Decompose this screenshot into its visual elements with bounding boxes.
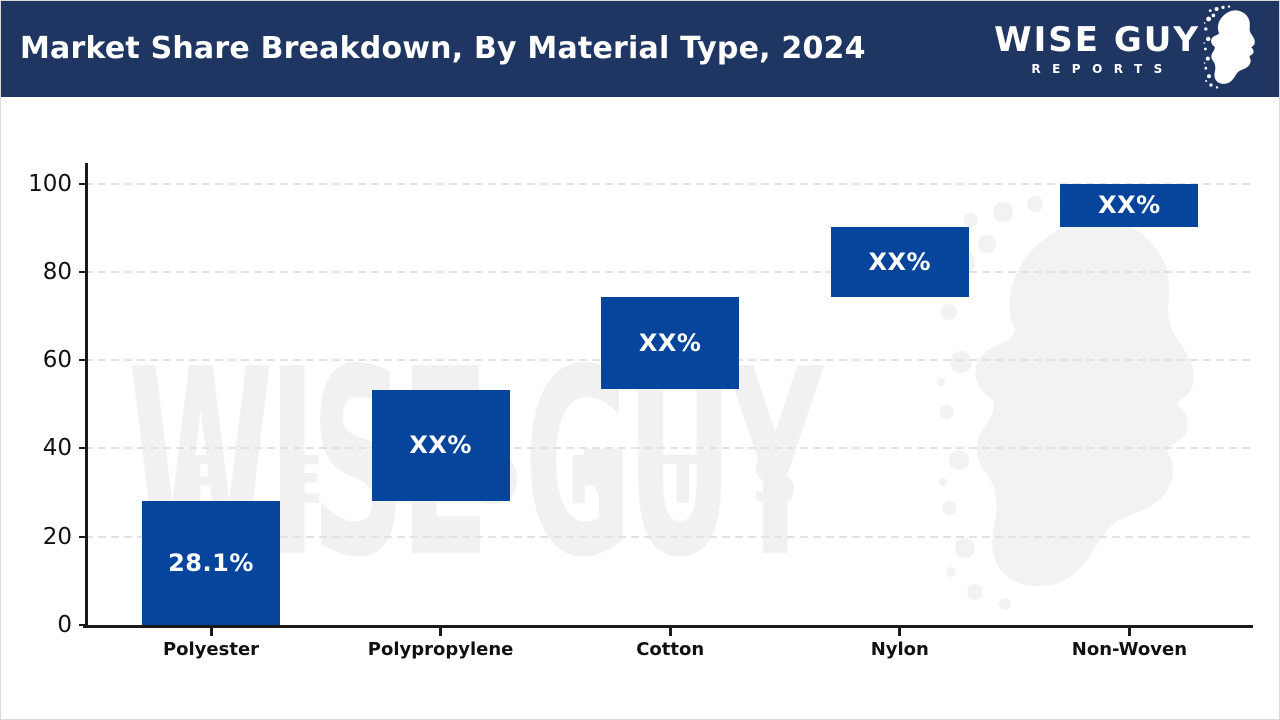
- gridline-20: [85, 535, 1253, 538]
- y-tick-label-0: 0: [57, 612, 72, 638]
- y-tick-label-80: 80: [42, 258, 72, 285]
- gridline-80: [85, 270, 1253, 273]
- y-tick-mark-20: [79, 535, 87, 538]
- x-category-label-cotton: Cotton: [636, 639, 705, 660]
- x-tick-mark-cotton: [668, 628, 672, 636]
- x-tick-mark-nylon: [898, 628, 902, 636]
- page-title: Market Share Breakdown, By Material Type…: [20, 31, 866, 66]
- bar-value-label-nylon: XX%: [868, 247, 932, 276]
- bar-value-label-polypropylene: XX%: [409, 431, 472, 460]
- y-tick-label-20: 20: [42, 523, 72, 550]
- y-tick-label-60: 60: [42, 347, 72, 374]
- y-tick-mark-100: [79, 182, 87, 185]
- bar-nylon: XX%: [830, 227, 969, 297]
- header-bar: Market Share Breakdown, By Material Type…: [0, 0, 1280, 97]
- x-category-label-non-woven: Non-Woven: [1071, 639, 1188, 660]
- y-tick-label-100: 100: [28, 170, 72, 197]
- x-tick-mark-polyester: [209, 628, 213, 636]
- x-tick-mark-non-woven: [1127, 628, 1131, 636]
- logo-brand-subtitle: REPORTS: [1031, 62, 1174, 76]
- bar-value-label-polyester: 28.1%: [168, 548, 254, 577]
- x-tick-mark-polypropylene: [439, 628, 443, 636]
- gridline-100: [85, 182, 1253, 185]
- bar-polypropylene: XX%: [371, 389, 510, 501]
- wiseguy-logo-text: WISE GUY REPORTS: [994, 23, 1200, 75]
- bar-non-woven: XX%: [1060, 183, 1199, 228]
- x-category-label-polypropylene: Polypropylene: [367, 639, 514, 660]
- wiseguy-logo: WISE GUY REPORTS: [994, 4, 1264, 94]
- logo-brand-name: WISE GUY: [994, 20, 1200, 60]
- bar-value-label-cotton: XX%: [638, 329, 702, 358]
- bar-polyester: 28.1%: [142, 500, 280, 625]
- wiseguy-face-logo-icon: [1202, 5, 1264, 93]
- y-tick-mark-60: [79, 359, 87, 362]
- y-tick-label-40: 40: [42, 435, 72, 462]
- gridline-40: [85, 447, 1253, 450]
- x-category-label-polyester: Polyester: [162, 639, 260, 660]
- x-category-label-nylon: Nylon: [870, 639, 929, 660]
- y-tick-mark-40: [79, 447, 87, 450]
- y-tick-mark-80: [79, 270, 87, 273]
- bar-value-label-non-woven: XX%: [1098, 191, 1161, 220]
- x-axis-line: [83, 625, 1253, 628]
- bar-cotton: XX%: [601, 296, 740, 390]
- y-axis-line: [85, 163, 88, 628]
